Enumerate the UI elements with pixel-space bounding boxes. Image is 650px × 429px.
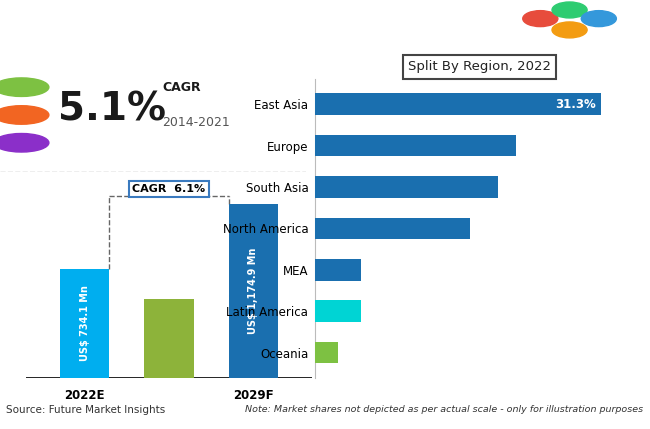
Text: CAGR  6.1%: CAGR 6.1%	[133, 184, 205, 194]
Circle shape	[552, 22, 587, 38]
Circle shape	[523, 11, 558, 27]
Text: Split By Region, 2022: Split By Region, 2022	[408, 60, 551, 73]
Bar	[315, 135, 516, 157]
Text: 2014-2021: 2014-2021	[162, 116, 229, 129]
Text: 2022-2029: 2022-2029	[10, 46, 95, 60]
Text: CAGR: CAGR	[162, 81, 201, 94]
Bar	[144, 299, 194, 378]
Text: 2029F: 2029F	[233, 389, 274, 402]
Text: Future Market Insights: Future Market Insights	[534, 55, 604, 60]
Text: 5.1%: 5.1%	[58, 91, 166, 129]
Text: fmi: fmi	[553, 32, 586, 50]
Text: 2022E: 2022E	[64, 389, 105, 402]
Circle shape	[581, 11, 616, 27]
Circle shape	[552, 2, 587, 18]
Text: Note: Market shares not depicted as per actual scale - only for illustration pur: Note: Market shares not depicted as per …	[246, 405, 644, 414]
Bar	[229, 204, 278, 378]
Bar	[315, 259, 361, 281]
Circle shape	[0, 133, 49, 152]
Bar	[315, 94, 601, 115]
Text: US$ 734.1 Mn: US$ 734.1 Mn	[79, 285, 90, 361]
Bar	[60, 269, 109, 378]
Circle shape	[0, 106, 49, 124]
Text: 31.3%: 31.3%	[555, 98, 596, 111]
Bar	[315, 218, 470, 239]
Bar	[315, 342, 338, 363]
Bar	[315, 300, 361, 322]
Bar	[315, 176, 498, 198]
Circle shape	[0, 78, 49, 97]
Text: Source: Future Market Insights: Source: Future Market Insights	[6, 405, 166, 415]
Text: US$ 1,174.9 Mn: US$ 1,174.9 Mn	[248, 248, 259, 334]
Text: Global Volatile Corrosion Inhibitors Packaging Market Analysis: Global Volatile Corrosion Inhibitors Pac…	[10, 18, 508, 32]
